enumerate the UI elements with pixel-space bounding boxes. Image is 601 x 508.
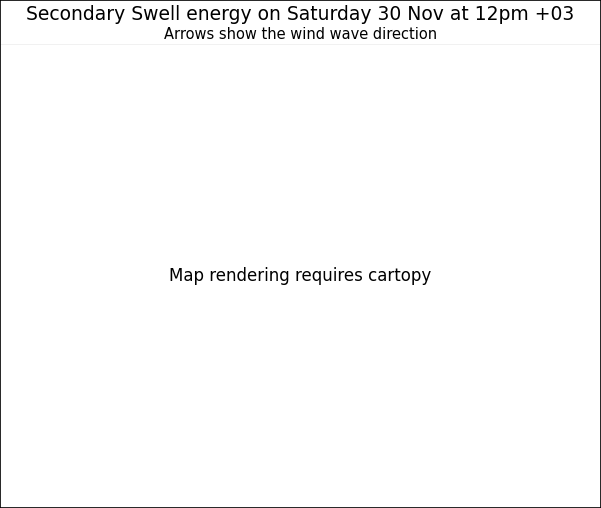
Text: Arrows show the wind wave direction: Arrows show the wind wave direction — [164, 27, 437, 42]
Text: Secondary Swell energy on Saturday 30 Nov at 12pm +03: Secondary Swell energy on Saturday 30 No… — [26, 5, 575, 24]
Text: Map rendering requires cartopy: Map rendering requires cartopy — [169, 267, 432, 285]
